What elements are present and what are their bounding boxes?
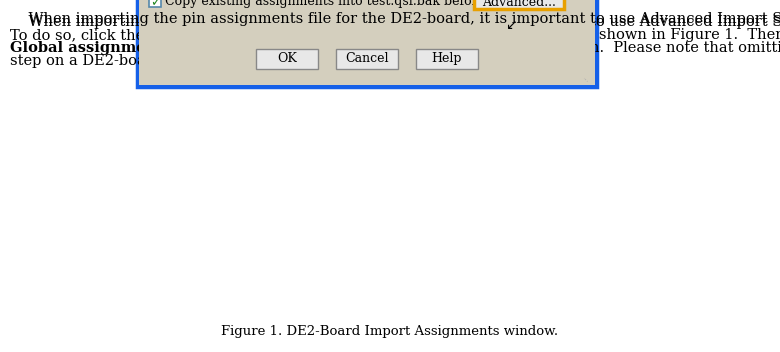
Text: button.  Please note that omitting this: button. Please note that omitting this [546,41,780,55]
Text: Cancel: Cancel [346,52,388,65]
Text: Advanced...: Advanced... [149,28,243,42]
Text: ↙: ↙ [505,18,517,32]
Text: OK: OK [521,41,546,55]
Text: ✓: ✓ [150,0,160,9]
Text: OK: OK [277,52,297,65]
Text: Help: Help [432,52,463,65]
Text: To do so, click the: To do so, click the [10,28,149,42]
FancyBboxPatch shape [137,0,597,87]
Text: Advanced...: Advanced... [482,0,556,9]
Text: step on a DE2-board may cause a compile time error.: step on a DE2-board may cause a compile … [10,54,405,68]
Text: Import Assignments: Import Assignments [353,28,519,42]
Text: ...: ... [582,74,591,83]
Text: Figure 1. DE2-Board Import Assignments window.: Figure 1. DE2-Board Import Assignments w… [222,325,558,338]
Text: check box as shown in Figure 2 and press the: check box as shown in Figure 2 and press… [172,41,521,55]
FancyBboxPatch shape [149,0,161,7]
FancyBboxPatch shape [336,49,398,69]
FancyBboxPatch shape [474,0,564,9]
FancyBboxPatch shape [416,49,478,69]
Text: Global assignments: Global assignments [10,41,172,55]
Text: Copy existing assignments into test.qsf.bak before importing: Copy existing assignments into test.qsf.… [165,0,551,8]
Text: When importing the pin assignments file for the DE2-board, it is important to us: When importing the pin assignments file … [10,12,780,26]
Text: When importing the pin assignments file for the DE2-board, it is important to us: When importing the pin assignments file … [10,15,780,29]
FancyBboxPatch shape [256,49,318,69]
FancyBboxPatch shape [139,0,595,85]
Text: screen as shown in Figure 1.  Then, check: screen as shown in Figure 1. Then, check [519,28,780,42]
Text: button on the: button on the [243,28,353,42]
